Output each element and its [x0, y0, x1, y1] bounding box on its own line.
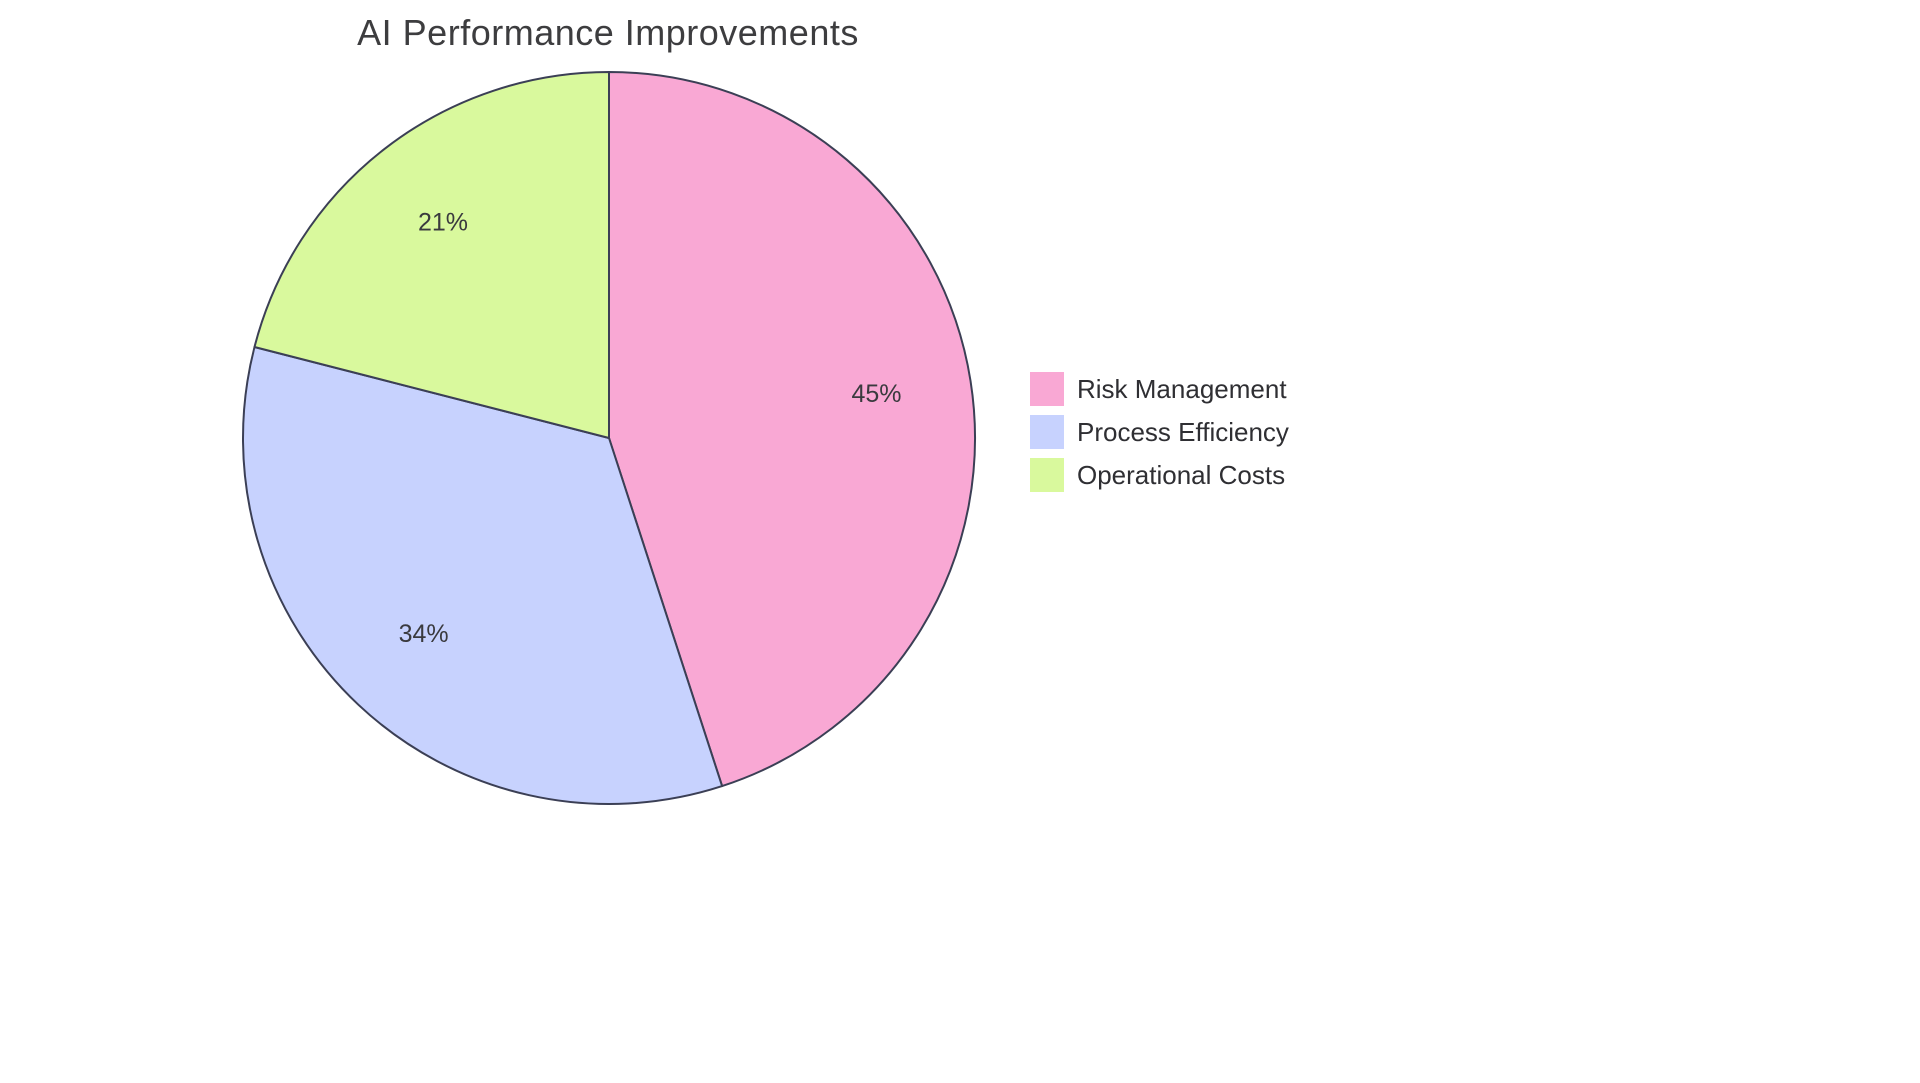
legend-swatch-icon [1030, 415, 1064, 449]
legend-label: Process Efficiency [1077, 416, 1289, 447]
pie-slice-value-label: 34% [399, 620, 449, 648]
legend-item-risk-management[interactable]: Risk Management [1030, 372, 1289, 406]
chart-title: AI Performance Improvements [357, 12, 859, 53]
pie-slice-value-label: 45% [851, 380, 901, 408]
legend-item-process-efficiency[interactable]: Process Efficiency [1030, 415, 1289, 449]
pie-slice-operational-costs[interactable] [253, 71, 610, 439]
legend-swatch-icon [1030, 372, 1064, 406]
legend: Risk Management Process Efficiency Opera… [1030, 372, 1289, 492]
legend-label: Operational Costs [1077, 459, 1286, 490]
pie-slice-risk-management[interactable] [608, 71, 977, 788]
legend-swatch-icon [1030, 458, 1064, 492]
legend-item-operational-costs[interactable]: Operational Costs [1030, 458, 1289, 492]
pie-slice-value-label: 21% [418, 209, 468, 237]
pie-slice-process-efficiency[interactable] [242, 345, 724, 805]
legend-label: Risk Management [1077, 373, 1287, 404]
